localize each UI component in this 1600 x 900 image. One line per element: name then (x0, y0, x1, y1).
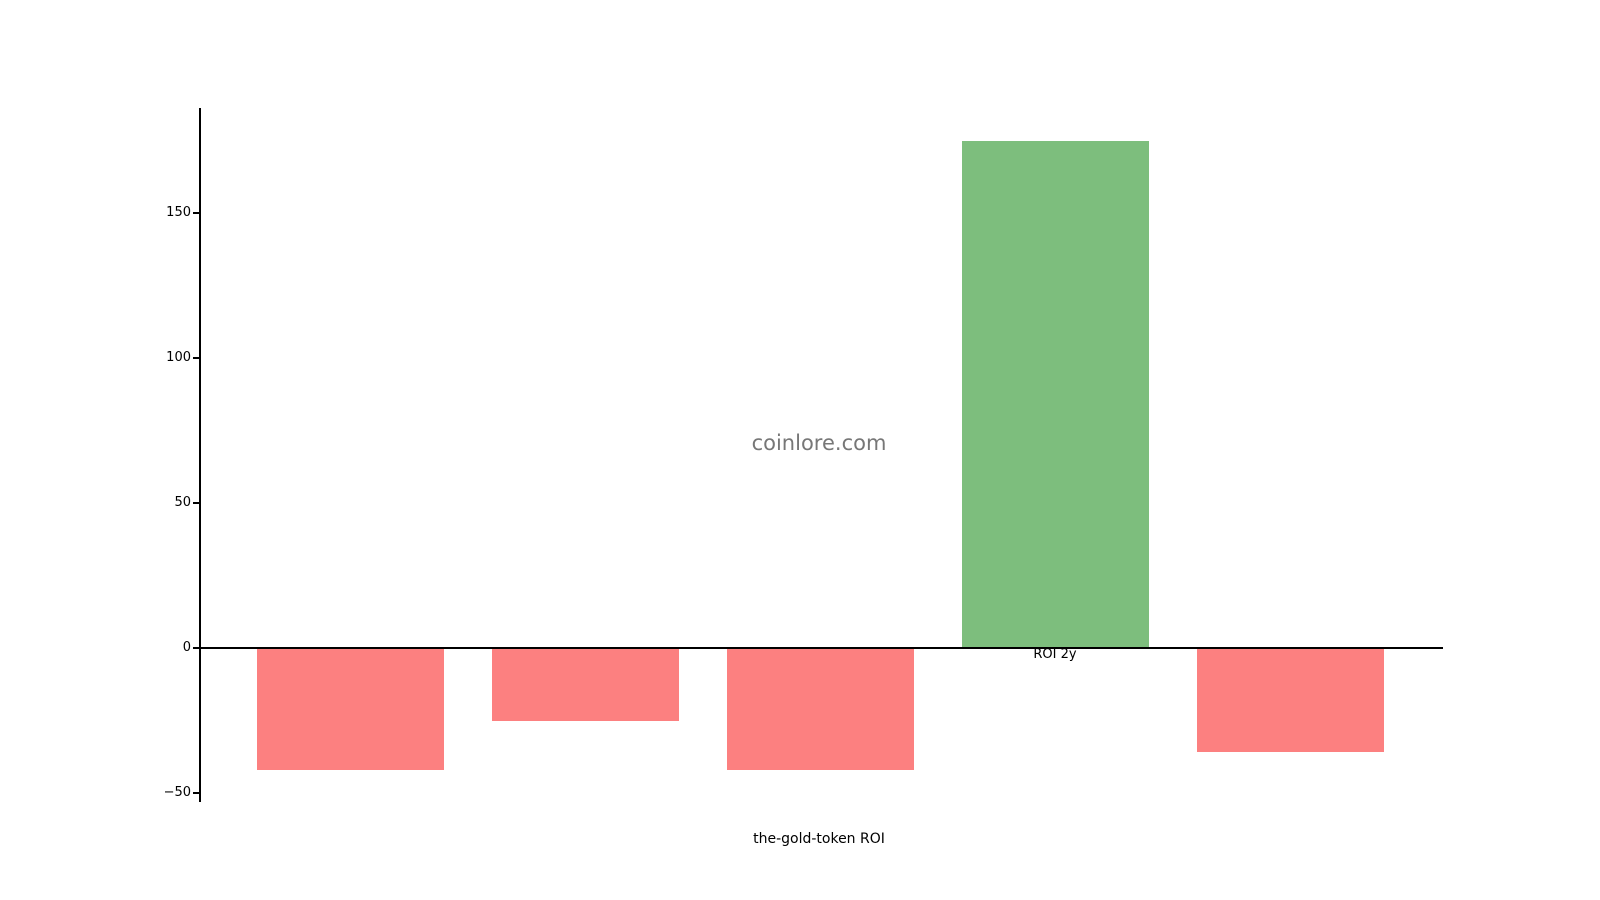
x-tick-label: ROI 2y (1033, 647, 1077, 662)
y-axis-line (199, 108, 201, 802)
bar-3-negative (726, 648, 914, 770)
bar-5-negative (1196, 648, 1384, 753)
y-tick-label: −50 (163, 785, 191, 800)
x-axis-zero-line (200, 647, 1443, 649)
y-tick-mark (193, 357, 200, 359)
y-tick-label: 100 (166, 350, 191, 365)
bar-4-positive (961, 140, 1149, 648)
bar-2-negative (491, 648, 679, 721)
y-tick-mark (193, 502, 200, 504)
y-tick-mark (193, 212, 200, 214)
watermark-text: coinlore.com (751, 431, 887, 455)
x-axis-title: the-gold-token ROI (753, 831, 885, 847)
y-tick-label: 50 (174, 495, 191, 510)
bar-1-negative (256, 648, 444, 770)
y-tick-label: 0 (182, 640, 191, 655)
y-tick-mark (193, 792, 200, 794)
y-tick-mark (193, 647, 200, 649)
y-tick-label: 150 (166, 205, 191, 220)
